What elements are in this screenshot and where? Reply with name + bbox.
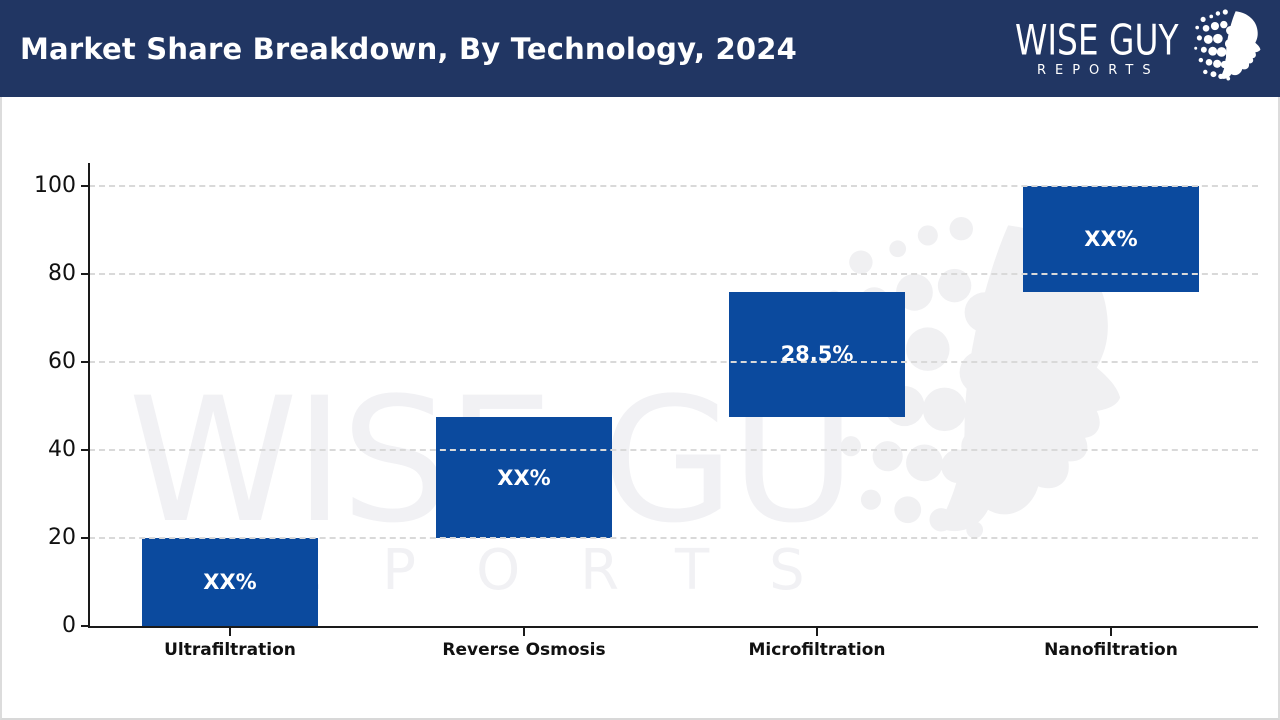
x-category-label-ultrafiltration: Ultrafiltration	[164, 640, 296, 660]
bar-value-label-ultrafiltration: XX%	[203, 570, 257, 594]
h-gridline-100	[89, 185, 1258, 187]
chart-title: Market Share Breakdown, By Technology, 2…	[20, 31, 798, 66]
h-gridline-80	[89, 273, 1258, 275]
y-tick-mark-80	[81, 273, 88, 275]
bar-ultrafiltration	[142, 538, 318, 626]
x-tick-mark-nanofiltration	[1110, 628, 1112, 636]
x-category-label-reverse-osmosis: Reverse Osmosis	[442, 640, 606, 660]
h-gridline-60	[89, 361, 1258, 363]
y-tick-mark-0	[81, 625, 88, 627]
header-bar: Market Share Breakdown, By Technology, 2…	[0, 0, 1280, 97]
logo-head-icon	[1192, 7, 1266, 91]
y-tick-mark-100	[81, 185, 88, 187]
h-gridline-20	[89, 537, 1258, 539]
logo-reports-text: REPORTS	[1036, 62, 1160, 78]
x-axis-line	[88, 626, 1258, 628]
y-axis-line	[88, 163, 90, 628]
wiseguy-logo: WISE GUY REPORTS	[997, 7, 1266, 91]
h-gridline-40	[89, 449, 1258, 451]
bar-value-label-nanofiltration: XX%	[1084, 226, 1138, 251]
y-tick-label-80: 80	[48, 261, 76, 286]
x-tick-mark-microfiltration	[816, 628, 818, 636]
y-tick-label-0: 0	[62, 613, 76, 638]
bar-value-label-microfiltration: 28.5%	[780, 342, 854, 367]
y-tick-mark-40	[81, 449, 88, 451]
bar-reverse-osmosis	[436, 417, 612, 538]
x-category-label-microfiltration: Microfiltration	[748, 640, 886, 660]
y-tick-label-20: 20	[48, 525, 76, 550]
x-tick-mark-ultrafiltration	[229, 628, 231, 636]
x-category-label-nanofiltration: Nanofiltration	[1044, 640, 1178, 660]
y-tick-label-40: 40	[48, 437, 76, 462]
y-tick-mark-20	[81, 537, 88, 539]
y-tick-mark-60	[81, 361, 88, 363]
bar-microfiltration	[729, 291, 905, 417]
logo-wiseguy-text: WISE GUY	[1014, 16, 1179, 65]
bar-value-label-reverse-osmosis: XX%	[497, 465, 551, 490]
logo-text: WISE GUY REPORTS	[997, 16, 1196, 78]
x-tick-mark-reverse-osmosis	[523, 628, 525, 636]
y-tick-label-100: 100	[34, 173, 76, 198]
y-tick-label-60: 60	[48, 349, 76, 374]
